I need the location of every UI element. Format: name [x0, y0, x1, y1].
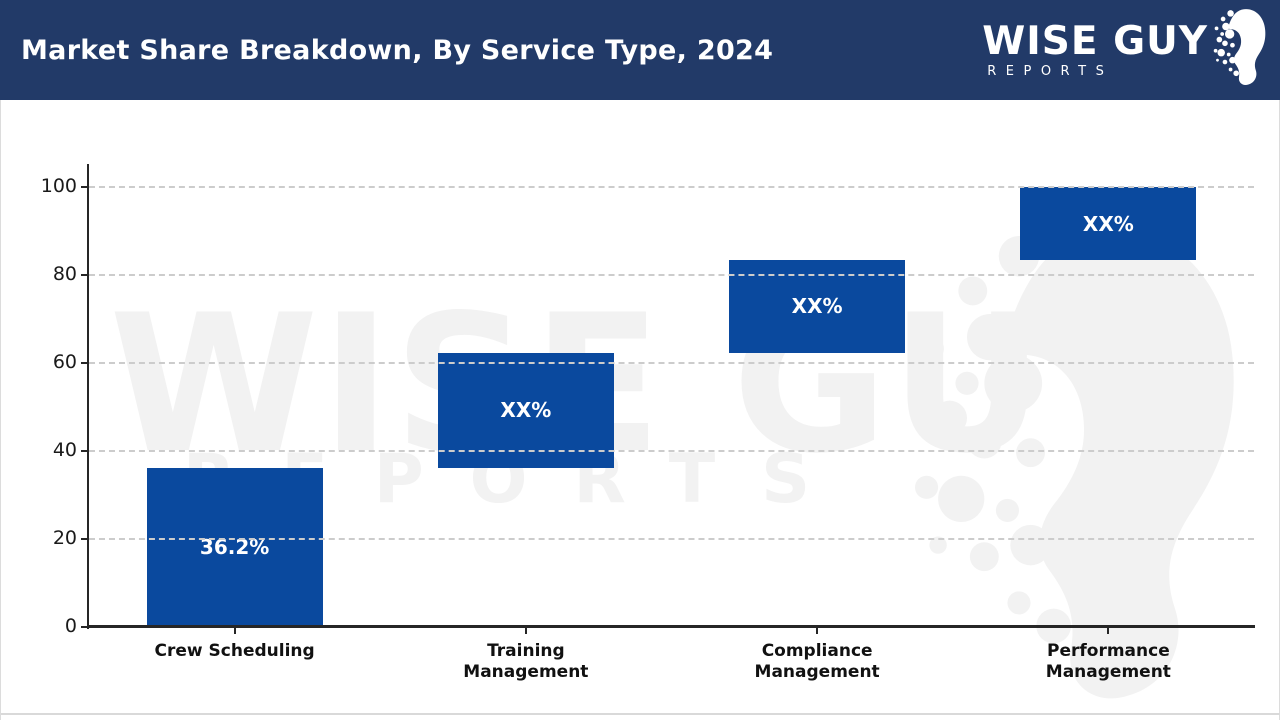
chart-canvas: WISE GUY REPORTS 0 20 40 60 80 100 36.2% Crew S…: [0, 100, 1280, 720]
bar: 36.2%: [146, 467, 323, 627]
y-tick-label: 40: [52, 439, 77, 461]
y-tick-mark: [81, 362, 89, 364]
x-tick-mark: [1107, 627, 1110, 634]
x-tick-mark: [524, 627, 527, 634]
y-tick-mark: [81, 626, 89, 628]
bar: XX%: [437, 352, 614, 468]
bar-value-label: XX%: [791, 294, 843, 319]
logo-wordmark: WISE GUY: [982, 19, 1208, 64]
y-tick-mark: [81, 274, 89, 276]
x-tick-label: Compliance Management: [754, 641, 880, 683]
y-tick-label: 60: [52, 351, 77, 373]
y-tick-mark: [81, 186, 89, 188]
y-tick-label: 20: [52, 527, 77, 549]
y-tick-label: 80: [52, 263, 77, 285]
wise-guy-head-icon: [1213, 9, 1266, 85]
grid-line: [89, 186, 1254, 188]
x-axis-line: [87, 625, 1255, 628]
x-tick-mark: [816, 627, 819, 634]
bar-value-label: XX%: [500, 398, 552, 423]
bottom-border: [1, 713, 1280, 715]
header-bar: Market Share Breakdown, By Service Type,…: [0, 0, 1280, 100]
x-tick-label: Performance Management: [1045, 641, 1171, 683]
grid-line: [89, 450, 1254, 452]
y-tick-label: 100: [40, 175, 77, 197]
logo-subtitle: REPORTS: [987, 63, 1114, 79]
bar: XX%: [1020, 187, 1197, 261]
y-axis-line: [87, 164, 89, 629]
y-tick-label: 0: [64, 615, 77, 637]
x-tick-mark: [233, 627, 236, 634]
bar-value-label: XX%: [1082, 211, 1134, 236]
chart-title: Market Share Breakdown, By Service Type,…: [21, 34, 774, 66]
grid-line: [89, 538, 1254, 540]
y-tick-mark: [81, 450, 89, 452]
y-tick-mark: [81, 538, 89, 540]
x-tick-label: Crew Scheduling: [154, 641, 315, 661]
wise-guy-logo: WISE GUY REPORTS: [982, 5, 1268, 91]
plot-area: 0 20 40 60 80 100 36.2% Crew Scheduling XX% Train…: [1, 100, 1279, 720]
grid-line: [89, 274, 1254, 276]
logo-text: WISE GUY REPORTS: [982, 19, 1208, 79]
grid-line: [89, 362, 1254, 364]
x-tick-label: Training Management: [463, 641, 589, 683]
